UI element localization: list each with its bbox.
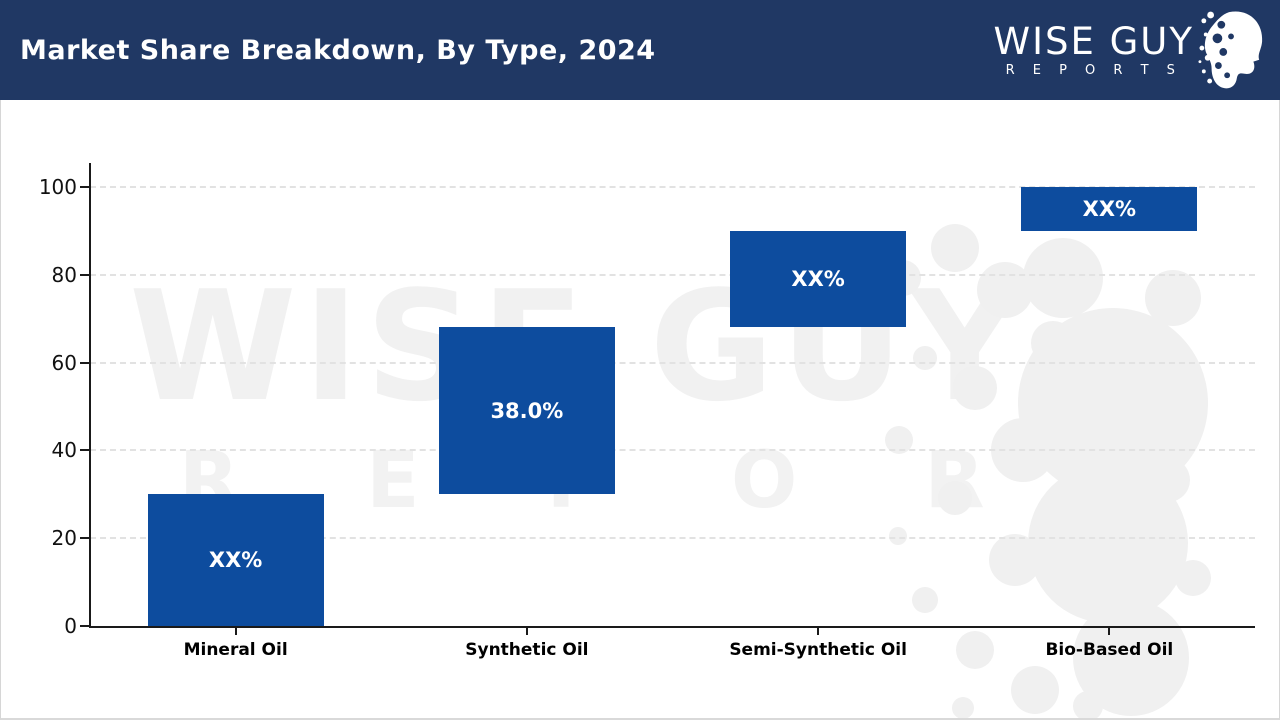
x-tick-mark [525,626,528,635]
x-category-label: Mineral Oil [183,640,288,660]
y-tick-label: 80 [51,262,77,287]
gridline [90,537,1255,540]
x-axis-spine [89,626,1255,628]
gridline [90,273,1255,276]
y-axis-spine [89,163,91,628]
page-title: Market Share Breakdown, By Type, 2024 [20,34,656,66]
y-tick-label: 40 [51,438,77,463]
bar-bio-based-oil: XX% [1021,187,1198,231]
chart-area: WISE GUY R E P O R T S 0 20 40 60 80 100 Miner… [0,100,1280,720]
bar-mineral-oil: XX% [147,494,324,626]
y-tick-mark [80,361,90,364]
bar-value-label: 38.0% [490,398,564,423]
gridline [90,361,1255,364]
gridline [90,449,1255,452]
logo-wordmark: WISE GUY [993,20,1194,63]
y-tick-mark [80,186,90,188]
y-tick-mark [80,273,90,276]
x-tick-mark [817,626,820,635]
logo-text: WISE GUY R E P O R T S [993,20,1194,79]
y-tick-mark [80,537,90,540]
y-tick-label: 20 [51,526,77,551]
x-category-label: Synthetic Oil [465,640,589,660]
bar-value-label: XX% [791,267,845,292]
x-tick-mark [1108,626,1111,635]
x-tick-mark [234,626,237,635]
y-tick-mark [80,449,90,452]
y-tick-label: 60 [51,350,77,375]
header-bar: Market Share Breakdown, By Type, 2024 WI… [0,0,1280,100]
watermark-head-dots [885,224,1211,718]
x-category-label: Semi-Synthetic Oil [729,640,907,660]
wiseguy-logo: WISE GUY R E P O R T S [994,7,1280,93]
bar-value-label: XX% [208,548,263,573]
bar-value-label: XX% [1082,196,1137,221]
bar-semi-synthetic-oil: XX% [730,230,907,328]
logo-subtext: R E P O R T S [1005,63,1182,78]
bar-synthetic-oil: 38.0% [438,327,615,495]
x-category-label: Bio-Based Oil [1045,640,1174,660]
y-tick-mark [80,625,90,627]
logo-head-icon [1198,11,1263,89]
y-tick-label: 0 [64,614,77,638]
y-tick-label: 100 [38,175,77,199]
gridline [90,186,1255,188]
